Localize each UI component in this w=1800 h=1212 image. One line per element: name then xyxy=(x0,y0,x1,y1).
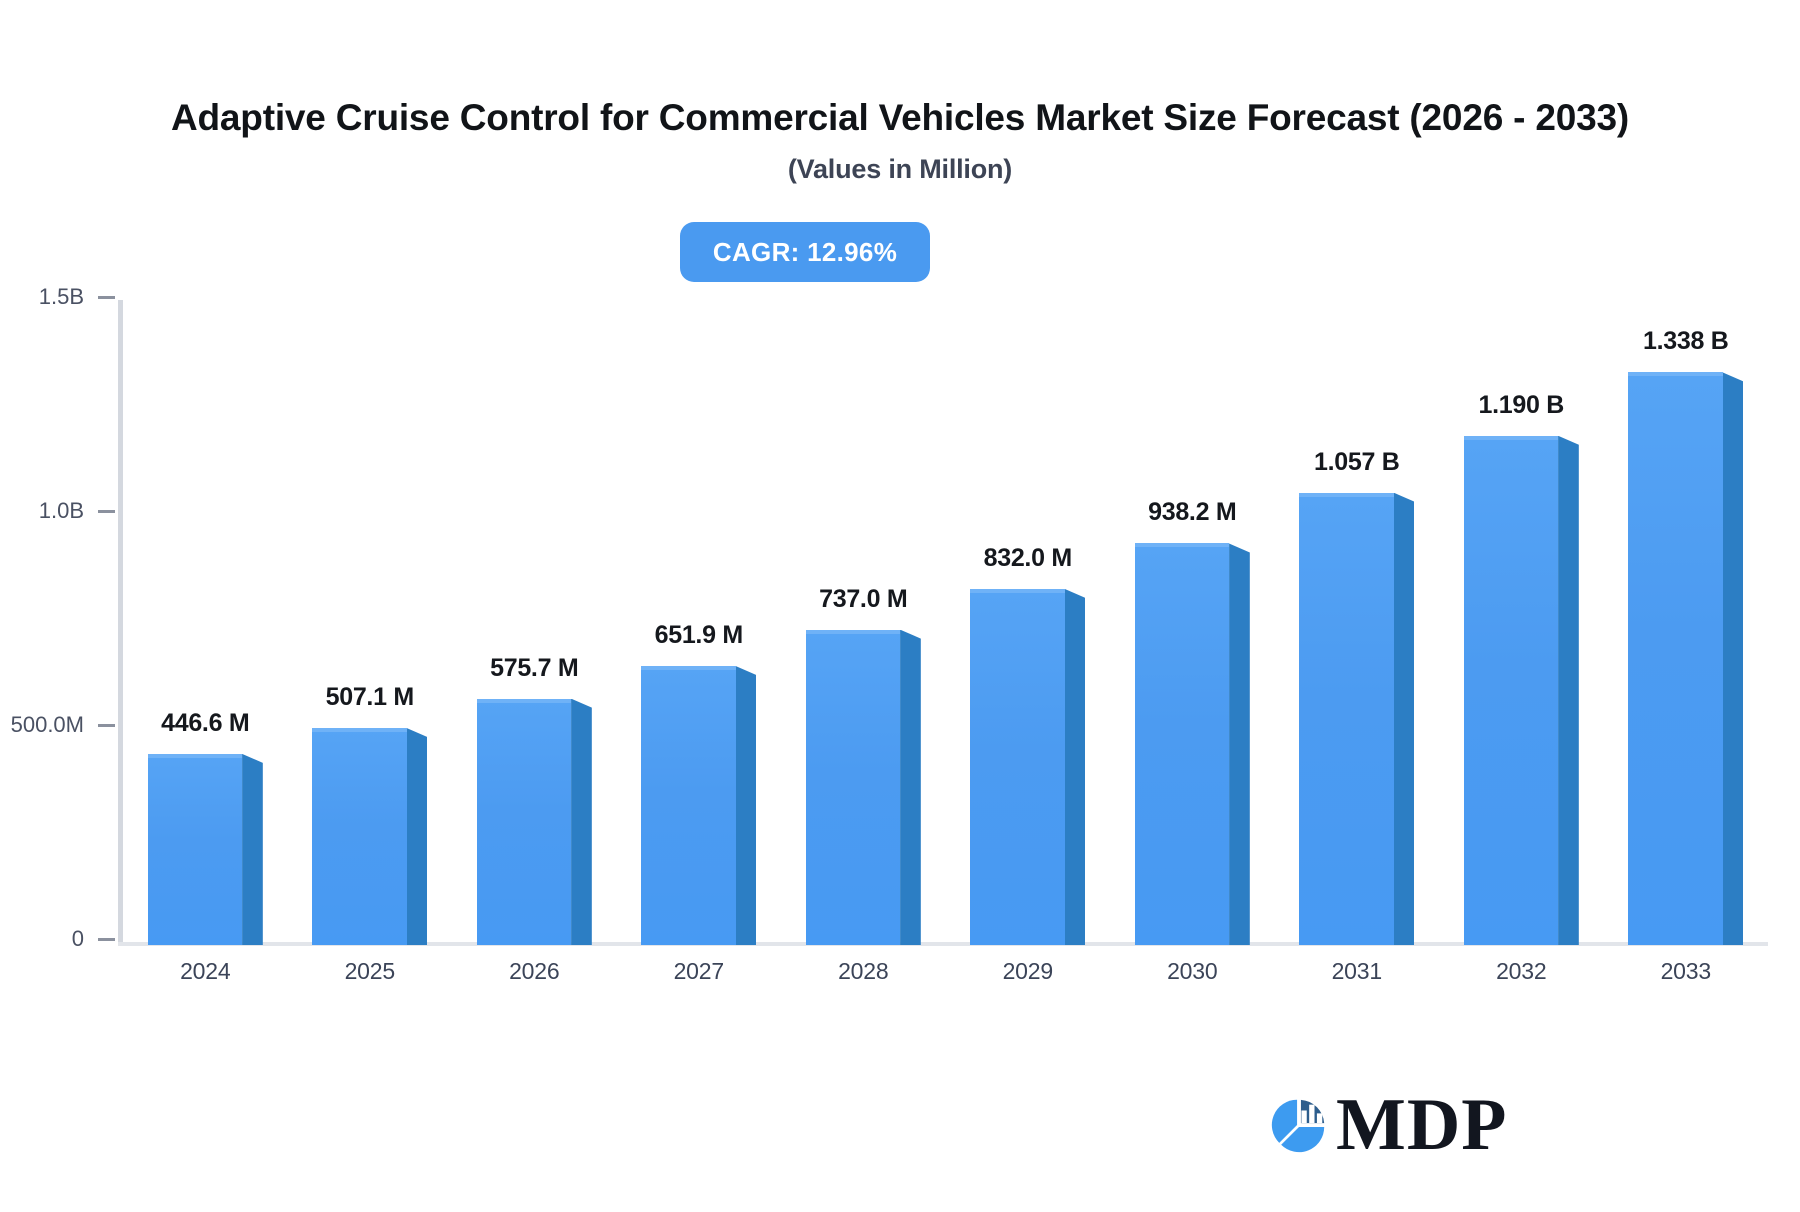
bar-top-edge xyxy=(147,753,243,758)
y-axis-tick: 0 xyxy=(72,926,115,952)
y-axis-tick-mark xyxy=(98,509,115,513)
x-axis-tick-label: 2027 xyxy=(673,958,725,984)
y-axis-tick: 1.0B xyxy=(39,498,115,524)
bar-front-face xyxy=(1134,543,1230,945)
bar-value-label: 1.057 B xyxy=(1314,447,1400,476)
bar-top-edge xyxy=(970,588,1065,593)
bar[interactable] xyxy=(970,588,1086,945)
bar-front-face xyxy=(312,727,407,945)
mdp-logo: MDP xyxy=(1268,1088,1508,1162)
bar[interactable] xyxy=(1299,492,1415,945)
bar-value-label: 938.2 M xyxy=(1148,498,1237,527)
x-axis-line xyxy=(118,942,1768,946)
bar-top-edge xyxy=(312,727,407,732)
bar-value-label: 507.1 M xyxy=(325,682,415,711)
bar-front-face xyxy=(1299,492,1394,945)
bar-front-face xyxy=(1463,435,1559,945)
bar-front-face xyxy=(1628,372,1723,945)
x-axis-tick-label: 2032 xyxy=(1496,958,1547,984)
bar-top-edge xyxy=(1628,372,1723,377)
bar-side-face xyxy=(1064,588,1086,945)
bar-value-label: 832.0 M xyxy=(983,543,1073,572)
logo-text: MDP xyxy=(1336,1084,1508,1166)
bar[interactable] xyxy=(1134,543,1250,945)
bar-side-face xyxy=(1229,543,1250,945)
bar-front-face xyxy=(147,753,243,945)
y-axis-tick-mark xyxy=(98,937,115,941)
y-axis-tick-mark xyxy=(98,295,115,299)
bar-group: 1.057 B xyxy=(1299,300,1415,945)
bar-front-face xyxy=(970,588,1065,945)
bar-front-face xyxy=(476,698,572,945)
pie-bar-chart-icon xyxy=(1271,1099,1325,1153)
y-axis-tick-label: 500.0M xyxy=(10,712,84,737)
y-axis-tick-label: 1.5B xyxy=(38,284,84,309)
x-axis-tick-label: 2024 xyxy=(180,958,231,984)
bar[interactable] xyxy=(1463,435,1579,945)
x-axis-tick-label: 2025 xyxy=(344,958,396,984)
bars-layer: 446.6 M 507.1 M 575.7 M 651.9 M 737.0 M 832.0… xyxy=(123,300,1768,945)
x-axis-tick-label: 2029 xyxy=(1002,958,1054,984)
bar-value-label: 1.338 B xyxy=(1643,327,1729,356)
bar-side-face xyxy=(1393,492,1415,945)
chart-subtitle: (Values in Million) xyxy=(787,153,1013,184)
x-axis-tick-label: 2028 xyxy=(838,958,889,984)
bar-top-edge xyxy=(1463,435,1559,440)
plot-area: 1.5B 1.0B 500.0M 0 446.6 M 507.1 M 575.7 M 651… xyxy=(0,0,1768,1000)
bar-value-label: 575.7 M xyxy=(490,653,579,682)
bar-group: 446.6 M xyxy=(147,300,263,945)
x-axis-tick-label: 2033 xyxy=(1660,958,1712,984)
bar-top-edge xyxy=(641,666,736,670)
bar-top-edge xyxy=(1299,492,1394,497)
bar-side-face xyxy=(242,753,263,945)
x-axis-tick-label: 2030 xyxy=(1167,958,1218,984)
bar-group: 507.1 M xyxy=(312,300,428,945)
x-axis-labels: 2024 2025 2026 2027 2028 2029 2030 2031 2032 2033 xyxy=(123,958,1768,998)
bar-side-face xyxy=(571,698,592,945)
y-axis-tick: 500.0M xyxy=(11,712,115,738)
bar-group: 832.0 M xyxy=(970,300,1086,945)
bar-side-face xyxy=(406,727,428,945)
bar-side-face xyxy=(1558,435,1579,945)
bar-top-edge xyxy=(476,698,572,703)
bar-value-label: 446.6 M xyxy=(161,708,250,737)
bar-group: 575.7 M xyxy=(476,300,592,945)
bar[interactable] xyxy=(312,727,428,945)
bar-value-label: 651.9 M xyxy=(654,621,744,649)
bar-side-face xyxy=(900,629,921,945)
title-block: Adaptive Cruise Control for Commercial V… xyxy=(150,95,1650,185)
bar-value-label: 1.190 B xyxy=(1478,390,1565,419)
bar-group: 938.2 M xyxy=(1134,300,1250,945)
bar-front-face xyxy=(641,666,736,945)
bar[interactable] xyxy=(641,666,757,945)
bar-side-face xyxy=(1722,372,1744,945)
bar[interactable] xyxy=(805,629,921,945)
x-axis-tick-label: 2031 xyxy=(1331,958,1383,984)
bar-group: 1.190 B xyxy=(1463,300,1579,945)
bar[interactable] xyxy=(1628,372,1744,945)
bar[interactable] xyxy=(476,698,592,945)
bar-group: 737.0 M xyxy=(805,300,921,945)
cagr-badge: CAGR: 12.96% xyxy=(680,222,930,282)
bar-side-face xyxy=(735,666,757,945)
bar-group: 1.338 B xyxy=(1628,300,1744,945)
y-axis-tick-label: 1.0B xyxy=(38,498,84,523)
y-axis-tick: 1.5B xyxy=(39,284,115,310)
bar-group: 651.9 M xyxy=(641,300,757,945)
y-axis-line xyxy=(118,300,123,945)
y-axis-tick-mark xyxy=(98,723,115,727)
x-axis-tick-label: 2026 xyxy=(509,958,560,984)
page-title: Adaptive Cruise Control for Commercial V… xyxy=(171,97,1629,138)
y-axis-tick-label: 0 xyxy=(71,926,84,951)
bar-value-label: 737.0 M xyxy=(819,584,908,613)
bar-top-edge xyxy=(805,629,901,634)
bar-top-edge xyxy=(1134,543,1230,548)
y-axis-ticks: 1.5B 1.0B 500.0M 0 xyxy=(0,0,115,1000)
bar[interactable] xyxy=(147,753,263,945)
bar-front-face xyxy=(805,629,901,945)
